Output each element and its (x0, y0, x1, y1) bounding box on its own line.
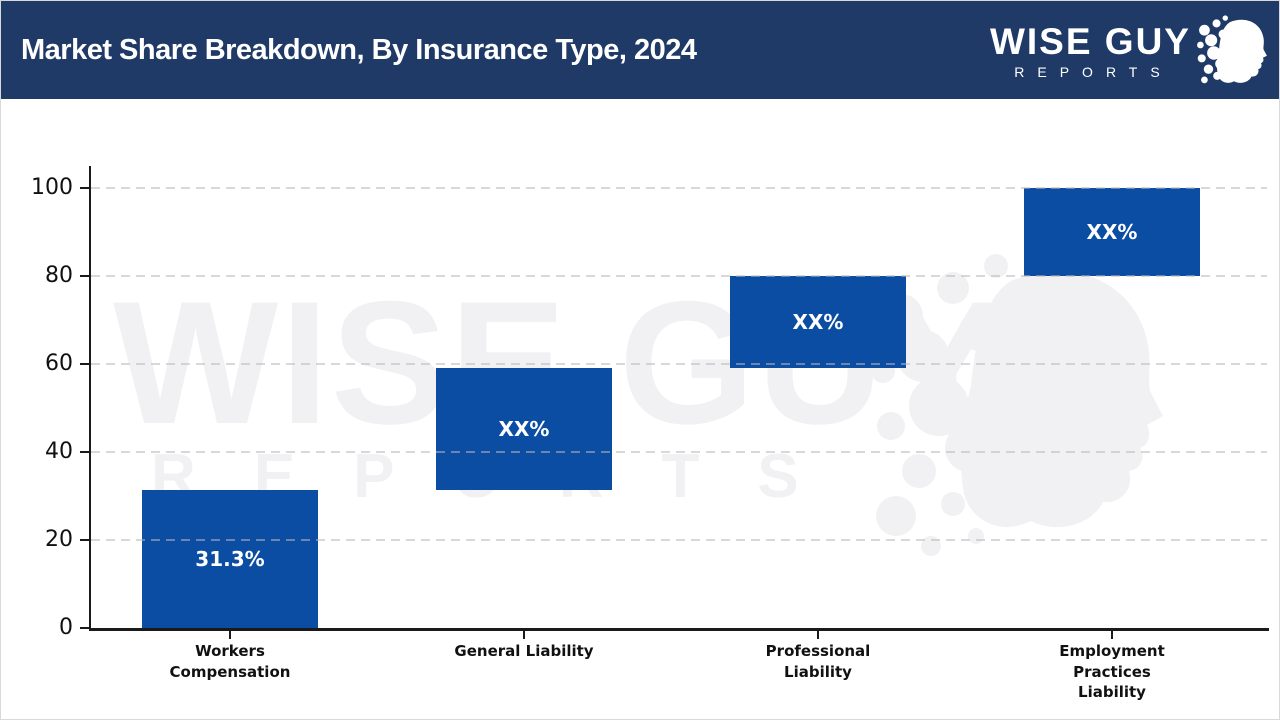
y-tick-label: 20 (45, 527, 73, 552)
x-tick-mark (523, 630, 525, 639)
bar-segment (142, 490, 318, 628)
bar-value-label: XX% (792, 310, 844, 335)
x-tick-mark (229, 630, 231, 639)
y-tick-mark (80, 187, 89, 189)
y-tick-label: 100 (31, 175, 73, 200)
gridline-y-60 (91, 363, 1267, 365)
y-tick-label: 40 (45, 439, 73, 464)
y-tick-mark (80, 363, 89, 365)
bar-segment (1024, 188, 1200, 276)
x-category-label: General Liability (454, 642, 594, 660)
bar-value-label: 31.3% (195, 547, 265, 572)
bar-segment (436, 368, 612, 491)
watermark-head-icon (871, 254, 1163, 556)
x-category-label: Professional Liability (765, 642, 871, 681)
bar-value-label: XX% (1086, 220, 1138, 244)
wise-guy-reports-logo: WISE GUY REPORTS (990, 9, 1269, 93)
chart-title: Market Share Breakdown, By Insurance Typ… (21, 33, 697, 66)
gridline-y-40 (91, 451, 1267, 453)
y-tick-mark (80, 627, 89, 629)
y-axis-line (89, 166, 91, 630)
logo-reports-text: REPORTS (1014, 63, 1173, 80)
logo-head-icon (1197, 15, 1267, 84)
gridline-y-20 (91, 539, 1267, 541)
x-tick-mark (817, 630, 819, 639)
x-category-label: Employment Practices Liability (1059, 642, 1165, 702)
logo-wiseguy-text: WISE GUY (989, 20, 1191, 62)
gridline-y-80 (91, 275, 1267, 277)
y-tick-mark (80, 539, 89, 541)
x-category-label: Workers Compensation (169, 642, 291, 681)
x-tick-mark (1111, 630, 1113, 639)
y-tick-label: 0 (59, 615, 73, 640)
bar-segment (730, 276, 906, 369)
y-tick-mark (80, 451, 89, 453)
gridline-y-100 (91, 187, 1267, 189)
header-bar: Market Share Breakdown, By Insurance Typ… (1, 1, 1279, 99)
x-axis-line (89, 628, 1269, 631)
bar-value-label: XX% (498, 417, 550, 442)
y-tick-label: 80 (45, 263, 73, 288)
y-tick-label: 60 (45, 351, 73, 376)
y-tick-mark (80, 275, 89, 277)
